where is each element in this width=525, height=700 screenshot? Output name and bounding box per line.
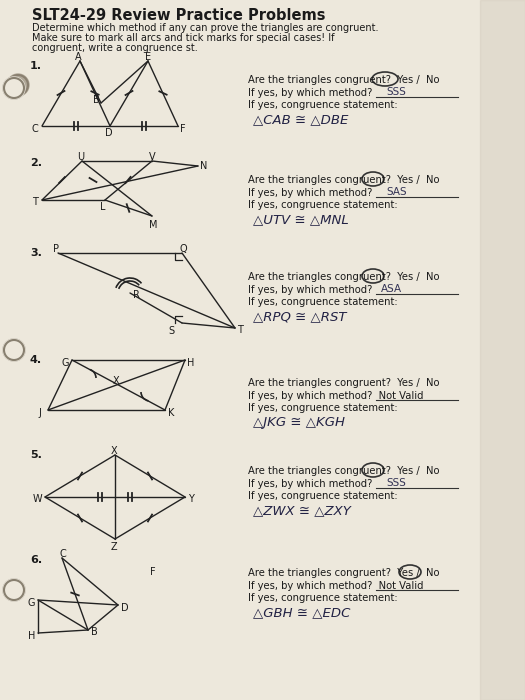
Text: △RPQ ≅ △RST: △RPQ ≅ △RST xyxy=(253,310,346,323)
Text: Are the triangles congruent?  Yes /  No: Are the triangles congruent? Yes / No xyxy=(248,378,439,388)
Text: 5.: 5. xyxy=(30,450,42,460)
Text: Q: Q xyxy=(180,244,187,254)
Text: J: J xyxy=(38,408,41,418)
Text: 4.: 4. xyxy=(30,355,42,365)
Text: SAS: SAS xyxy=(386,187,407,197)
Text: If yes, by which method?  Not Valid: If yes, by which method? Not Valid xyxy=(248,391,424,401)
Text: 2.: 2. xyxy=(30,158,42,168)
Text: If yes, congruence statement:: If yes, congruence statement: xyxy=(248,593,397,603)
Text: K: K xyxy=(168,408,174,418)
Text: S: S xyxy=(168,326,174,336)
Text: H: H xyxy=(28,631,35,641)
Text: If yes, by which method?: If yes, by which method? xyxy=(248,285,372,295)
Text: Z: Z xyxy=(111,542,118,552)
Text: C: C xyxy=(59,549,66,559)
Text: X: X xyxy=(113,376,120,386)
Text: congruent, write a congruence st.: congruent, write a congruence st. xyxy=(32,43,198,53)
Text: E: E xyxy=(145,52,151,62)
Text: Y: Y xyxy=(188,494,194,504)
Text: U: U xyxy=(77,152,84,162)
Text: △ZWX ≅ △ZXY: △ZWX ≅ △ZXY xyxy=(253,504,351,517)
Text: L: L xyxy=(100,202,106,212)
Text: W: W xyxy=(33,494,43,504)
Text: ASA: ASA xyxy=(381,284,402,294)
Text: F: F xyxy=(180,124,186,134)
Text: Are the triangles congruent?  Yes /  No: Are the triangles congruent? Yes / No xyxy=(248,466,439,476)
Text: If yes, congruence statement:: If yes, congruence statement: xyxy=(248,200,397,210)
Text: If yes, by which method?: If yes, by which method? xyxy=(248,479,372,489)
Text: SLT24-29 Review Practice Problems: SLT24-29 Review Practice Problems xyxy=(32,8,325,23)
Text: Make sure to mark all arcs and tick marks for special cases! If: Make sure to mark all arcs and tick mark… xyxy=(32,33,334,43)
Circle shape xyxy=(3,339,25,361)
Circle shape xyxy=(3,579,25,601)
Text: Are the triangles congruent?  Yes /  No: Are the triangles congruent? Yes / No xyxy=(248,75,439,85)
Text: R: R xyxy=(133,290,140,300)
Text: B: B xyxy=(93,95,100,105)
Text: P: P xyxy=(53,244,59,254)
Text: T: T xyxy=(237,325,243,335)
Circle shape xyxy=(3,77,25,99)
Text: If yes, by which method?  Not Valid: If yes, by which method? Not Valid xyxy=(248,581,424,591)
Text: D: D xyxy=(121,603,129,613)
Text: If yes, congruence statement:: If yes, congruence statement: xyxy=(248,403,397,413)
Text: Determine which method if any can prove the triangles are congruent.: Determine which method if any can prove … xyxy=(32,23,379,33)
Text: SSS: SSS xyxy=(386,87,406,97)
Circle shape xyxy=(7,74,29,96)
Text: G: G xyxy=(28,598,36,608)
Text: M: M xyxy=(149,220,158,230)
Text: D: D xyxy=(105,128,113,138)
Text: △JKG ≅ △KGH: △JKG ≅ △KGH xyxy=(253,416,345,429)
Text: Are the triangles congruent?  Yes /  No: Are the triangles congruent? Yes / No xyxy=(248,568,439,578)
Text: G: G xyxy=(62,358,69,368)
Circle shape xyxy=(3,339,25,361)
Text: If yes, by which method?: If yes, by which method? xyxy=(248,88,372,98)
Text: T: T xyxy=(32,197,38,207)
Circle shape xyxy=(3,579,25,601)
Text: 3.: 3. xyxy=(30,248,42,258)
Text: If yes, congruence statement:: If yes, congruence statement: xyxy=(248,297,397,307)
Text: 6.: 6. xyxy=(30,555,42,565)
Text: If yes, congruence statement:: If yes, congruence statement: xyxy=(248,491,397,501)
Text: △UTV ≅ △MNL: △UTV ≅ △MNL xyxy=(253,213,349,226)
Text: 1.: 1. xyxy=(30,61,42,71)
Text: Are the triangles congruent?  Yes /  No: Are the triangles congruent? Yes / No xyxy=(248,175,439,185)
Text: A: A xyxy=(75,52,81,62)
Text: X: X xyxy=(111,446,118,456)
Text: SSS: SSS xyxy=(386,478,406,488)
Text: F: F xyxy=(150,567,155,577)
Text: △CAB ≅ △DBE: △CAB ≅ △DBE xyxy=(253,113,349,126)
Text: Are the triangles congruent?  Yes /  No: Are the triangles congruent? Yes / No xyxy=(248,272,439,282)
Text: N: N xyxy=(200,161,207,171)
Circle shape xyxy=(3,77,25,99)
Text: If yes, by which method?: If yes, by which method? xyxy=(248,188,372,198)
Text: H: H xyxy=(187,358,194,368)
Bar xyxy=(480,0,525,700)
Text: V: V xyxy=(149,152,155,162)
Text: B: B xyxy=(91,627,98,637)
Text: C: C xyxy=(32,124,39,134)
Text: If yes, congruence statement:: If yes, congruence statement: xyxy=(248,100,397,110)
Text: △GBH ≅ △EDC: △GBH ≅ △EDC xyxy=(253,606,350,619)
